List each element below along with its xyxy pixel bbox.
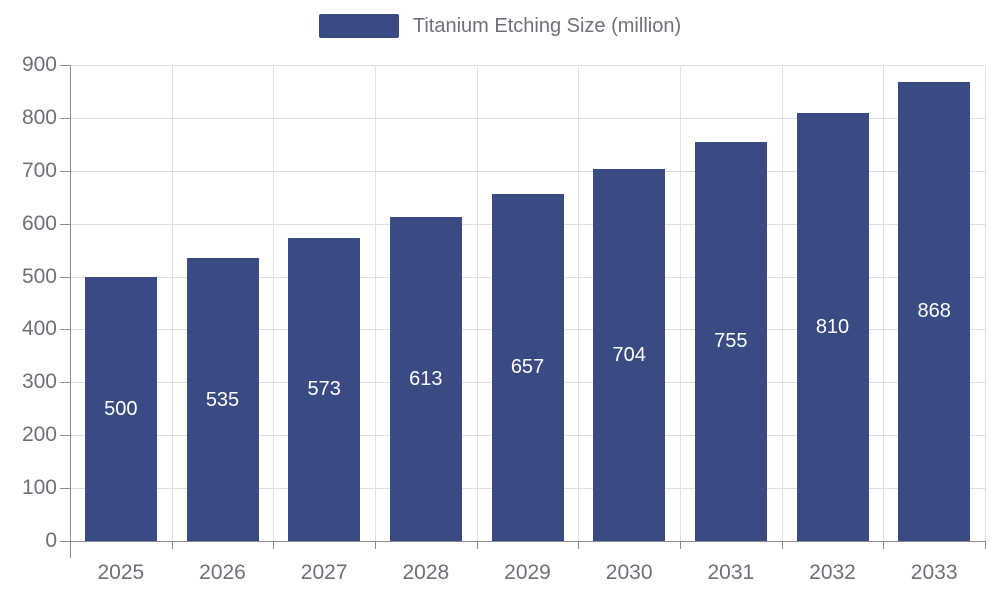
x-tick-label: 2031 [707, 561, 755, 584]
y-tick-mark [60, 329, 70, 331]
y-tick-mark [60, 65, 70, 66]
bar [491, 193, 564, 541]
y-tick-label: 900 [21, 53, 57, 76]
y-axis-line [70, 65, 71, 541]
bar [288, 237, 361, 541]
y-tick-label: 0 [45, 529, 57, 552]
y-tick-mark [60, 223, 70, 225]
legend-label: Titanium Etching Size (million) [412, 14, 682, 37]
v-gridline [171, 65, 173, 541]
bar-value-label: 755 [714, 330, 748, 353]
x-tick-label: 2027 [300, 561, 348, 584]
y-tick-label: 600 [21, 211, 57, 235]
h-gridline [70, 117, 985, 119]
x-tick-mark [680, 541, 681, 549]
x-tick-mark [70, 541, 71, 558]
y-tick-label: 200 [21, 423, 57, 447]
v-gridline [476, 65, 478, 541]
x-tick-label: 2032 [809, 561, 856, 584]
bar [186, 258, 259, 541]
bar [796, 112, 869, 541]
bar [84, 276, 157, 541]
v-gridline [985, 65, 986, 541]
x-tick-mark [273, 541, 275, 549]
h-gridline [70, 65, 985, 66]
x-tick-label: 2033 [910, 561, 958, 584]
bar-value-label: 573 [307, 378, 341, 401]
x-tick-label: 2025 [97, 561, 145, 584]
x-tick-mark [375, 541, 376, 549]
y-tick-mark [60, 170, 70, 172]
y-tick-label: 300 [21, 370, 57, 394]
x-tick-mark [476, 541, 478, 549]
h-gridline [70, 170, 985, 172]
x-tick-mark [781, 541, 783, 549]
x-tick-label: 2029 [504, 561, 551, 584]
y-tick-mark [60, 117, 70, 119]
bar-value-label: 810 [815, 315, 850, 338]
y-tick-mark [60, 541, 70, 542]
bar-value-label: 500 [104, 397, 138, 420]
x-tick-label: 2030 [605, 561, 653, 584]
x-tick-label: 2028 [402, 561, 450, 584]
bar-value-label: 868 [917, 300, 951, 323]
y-tick-label: 100 [21, 476, 57, 500]
v-gridline [680, 65, 681, 541]
bar [389, 216, 462, 541]
bar-value-label: 535 [205, 388, 240, 411]
bar-value-label: 657 [510, 356, 545, 379]
legend-swatch [318, 14, 399, 38]
y-tick-label: 500 [21, 264, 57, 288]
y-tick-mark [60, 382, 70, 384]
bar [898, 81, 971, 541]
y-tick-label: 800 [21, 105, 57, 129]
x-axis-line [70, 541, 985, 542]
v-gridline [578, 65, 580, 541]
legend[interactable]: Titanium Etching Size (million) [0, 14, 1000, 38]
bar-value-label: 704 [612, 343, 646, 366]
y-tick-mark [60, 488, 70, 490]
v-gridline [883, 65, 885, 541]
y-tick-label: 700 [21, 158, 57, 182]
y-tick-mark [60, 435, 70, 437]
bar [593, 168, 666, 541]
bar [694, 141, 767, 541]
v-gridline [273, 65, 275, 541]
x-tick-mark [578, 541, 580, 549]
x-tick-mark [171, 541, 173, 549]
bar-value-label: 613 [409, 367, 443, 390]
x-tick-mark [883, 541, 885, 549]
v-gridline [375, 65, 376, 541]
v-gridline [781, 65, 783, 541]
y-tick-mark [60, 276, 70, 278]
x-tick-label: 2026 [199, 561, 246, 584]
y-tick-label: 400 [21, 317, 57, 341]
x-tick-mark [985, 541, 986, 549]
